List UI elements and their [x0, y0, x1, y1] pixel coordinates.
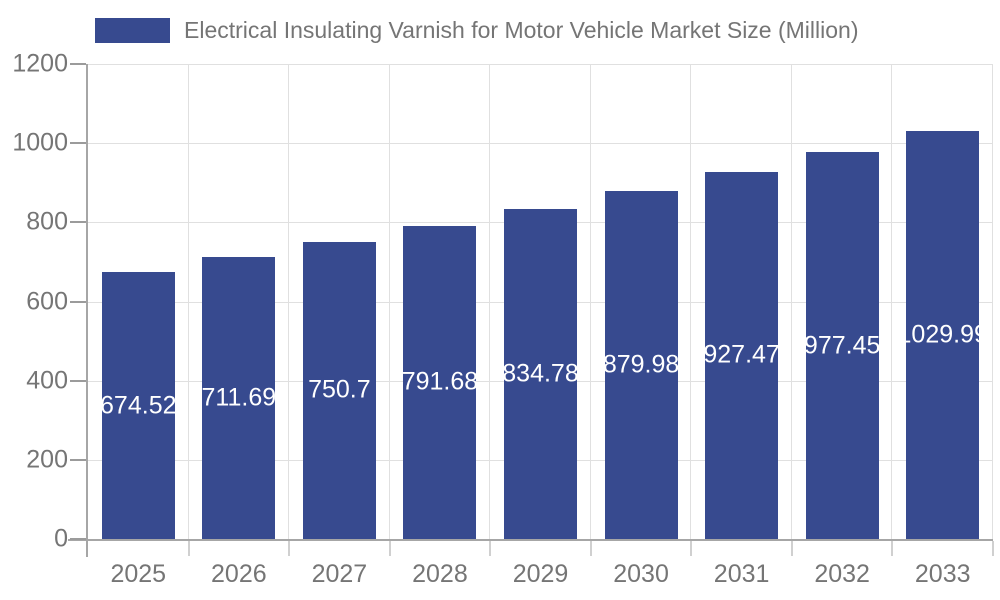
y-axis-tick-label: 400 — [26, 366, 68, 395]
bar-2030[interactable] — [604, 190, 678, 539]
y-axis-tick — [70, 221, 86, 224]
bar-value-label: 977.45 — [803, 331, 881, 360]
y-axis-tick — [70, 379, 86, 382]
y-axis-tick-label: 200 — [26, 445, 68, 474]
y-axis-tick-label: 800 — [26, 207, 68, 236]
bar-value-label: 674.52 — [100, 391, 177, 420]
x-axis-label-2033: 2033 — [914, 560, 971, 588]
legend-swatch — [95, 17, 170, 43]
bar-2033[interactable] — [906, 131, 980, 539]
x-axis-tick — [489, 541, 492, 556]
x-axis-line — [68, 539, 993, 541]
legend-item[interactable]: Electrical Insulating Varnish for Motor … — [95, 13, 859, 47]
x-axis-tick — [690, 541, 693, 556]
bar-2025[interactable] — [101, 272, 175, 539]
bar-2032[interactable] — [805, 152, 879, 539]
bar-2027[interactable] — [302, 241, 376, 539]
bar-value-label: 750.7 — [308, 375, 371, 404]
bar-value-label: 927.47 — [703, 340, 780, 369]
x-axis-tick — [891, 541, 894, 556]
y-axis-tick — [70, 63, 86, 65]
legend-label: Electrical Insulating Varnish for Motor … — [184, 16, 859, 43]
x-axis-tick — [388, 541, 391, 556]
x-axis-label-2031: 2031 — [713, 560, 770, 588]
x-axis-tick — [288, 541, 291, 556]
y-axis-tick-label: 600 — [26, 287, 68, 315]
x-axis-label-2030: 2030 — [613, 560, 669, 588]
x-axis-tick — [992, 541, 994, 556]
y-axis-tick-label: 0 — [54, 524, 68, 553]
x-axis-label-2026: 2026 — [211, 560, 267, 588]
x-axis-label-2027: 2027 — [311, 560, 368, 588]
y-axis-tick-label: 1000 — [12, 128, 68, 157]
bar-value-label: 1029.99 — [897, 320, 988, 349]
horizontal-gridline — [88, 64, 993, 65]
plot-area: 674.52 711.69 750.7 791.68 834.78 879.98 927.4… — [88, 64, 993, 539]
bar-2031[interactable] — [705, 171, 779, 539]
x-axis-tick — [187, 541, 190, 556]
y-axis-tick — [70, 142, 86, 145]
bar-value-label: 834.78 — [502, 359, 579, 388]
y-axis-line — [86, 64, 88, 557]
y-axis-tick-label: 1200 — [12, 49, 68, 78]
x-axis-tick — [790, 541, 793, 556]
bar-2028[interactable] — [403, 225, 477, 539]
y-axis-tick — [70, 458, 86, 461]
bar-value-label: 711.69 — [201, 383, 277, 412]
x-axis-label-2029: 2029 — [512, 560, 569, 588]
bar-value-label: 879.98 — [602, 350, 680, 379]
horizontal-gridline — [88, 143, 993, 145]
y-axis-tick — [70, 300, 86, 303]
y-axis-tick — [70, 538, 86, 540]
x-axis-label-2032: 2032 — [814, 560, 870, 588]
bar-2026[interactable] — [202, 257, 276, 539]
bar-value-label: 791.68 — [401, 367, 479, 396]
x-axis-label-2025: 2025 — [110, 560, 167, 588]
x-axis-label-2028: 2028 — [412, 560, 468, 588]
x-axis-tick — [589, 541, 592, 556]
bar-2029[interactable] — [504, 208, 577, 539]
